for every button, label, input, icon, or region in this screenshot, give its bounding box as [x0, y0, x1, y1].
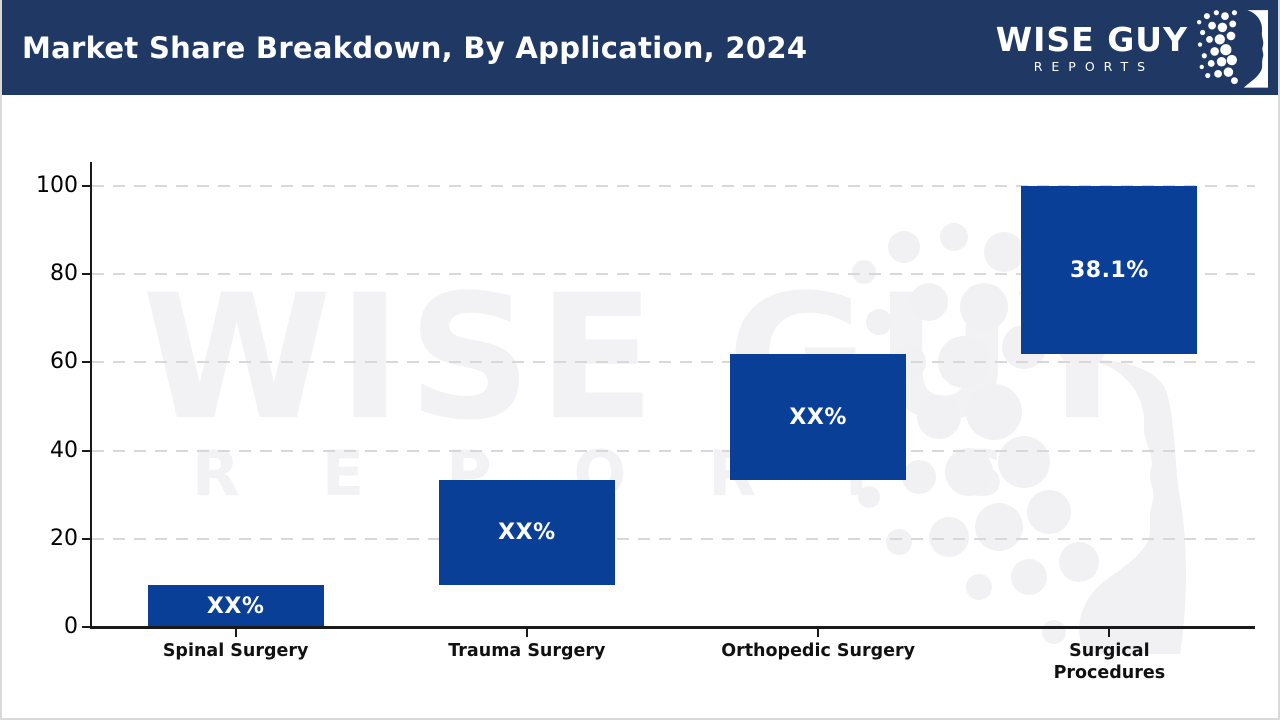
page-title: Market Share Breakdown, By Application, …	[22, 30, 808, 65]
y-tick-mark	[82, 185, 90, 187]
dotted-face-logo-icon	[1197, 9, 1268, 88]
x-tick-mark	[817, 629, 820, 637]
brand-logo-text: WISE GUY REPORTS	[995, 19, 1188, 74]
bar-value-label: XX%	[789, 404, 847, 430]
bar-value-label: XX%	[206, 593, 265, 619]
x-category-label: Orthopedic Surgery	[721, 641, 916, 661]
bar-3: XX%	[730, 354, 907, 481]
y-tick-mark	[82, 361, 90, 364]
y-tick-mark	[82, 273, 90, 276]
gridline-20	[92, 537, 1255, 540]
x-tick-mark	[234, 629, 237, 637]
x-category-label: Surgical Procedures	[1053, 641, 1166, 683]
x-axis-line	[90, 626, 1255, 629]
bar-2: XX%	[438, 480, 615, 586]
brand-tagline: REPORTS	[1033, 58, 1155, 74]
gridline-100	[92, 185, 1255, 187]
gridline-60	[92, 361, 1255, 364]
bar-value-label: 38.1%	[1069, 257, 1149, 283]
x-tick-mark	[1108, 629, 1111, 637]
y-tick-label: 40	[50, 437, 78, 463]
header-bar: Market Share Breakdown, By Application, …	[2, 0, 1278, 95]
gridline-40	[92, 449, 1255, 452]
y-tick-label: 60	[50, 349, 78, 375]
x-category-label: Spinal Surgery	[162, 641, 309, 661]
y-tick-label: 100	[36, 173, 78, 198]
y-tick-mark	[82, 626, 90, 628]
brand-name: WISE GUY	[995, 19, 1188, 59]
x-tick-mark	[525, 629, 528, 637]
y-tick-mark	[82, 537, 90, 540]
y-tick-mark	[82, 449, 90, 452]
y-tick-label: 20	[50, 525, 78, 551]
brand-logo: WISE GUY REPORTS	[996, 6, 1268, 90]
gridline-80	[92, 273, 1255, 276]
x-category-label: Trauma Surgery	[448, 641, 606, 661]
y-axis-line	[90, 162, 92, 629]
bar-1: XX%	[147, 585, 324, 627]
bar-4: 38.1%	[1021, 186, 1198, 355]
y-tick-label: 80	[50, 261, 78, 287]
y-tick-label: 0	[64, 614, 78, 639]
bar-value-label: XX%	[498, 520, 556, 546]
